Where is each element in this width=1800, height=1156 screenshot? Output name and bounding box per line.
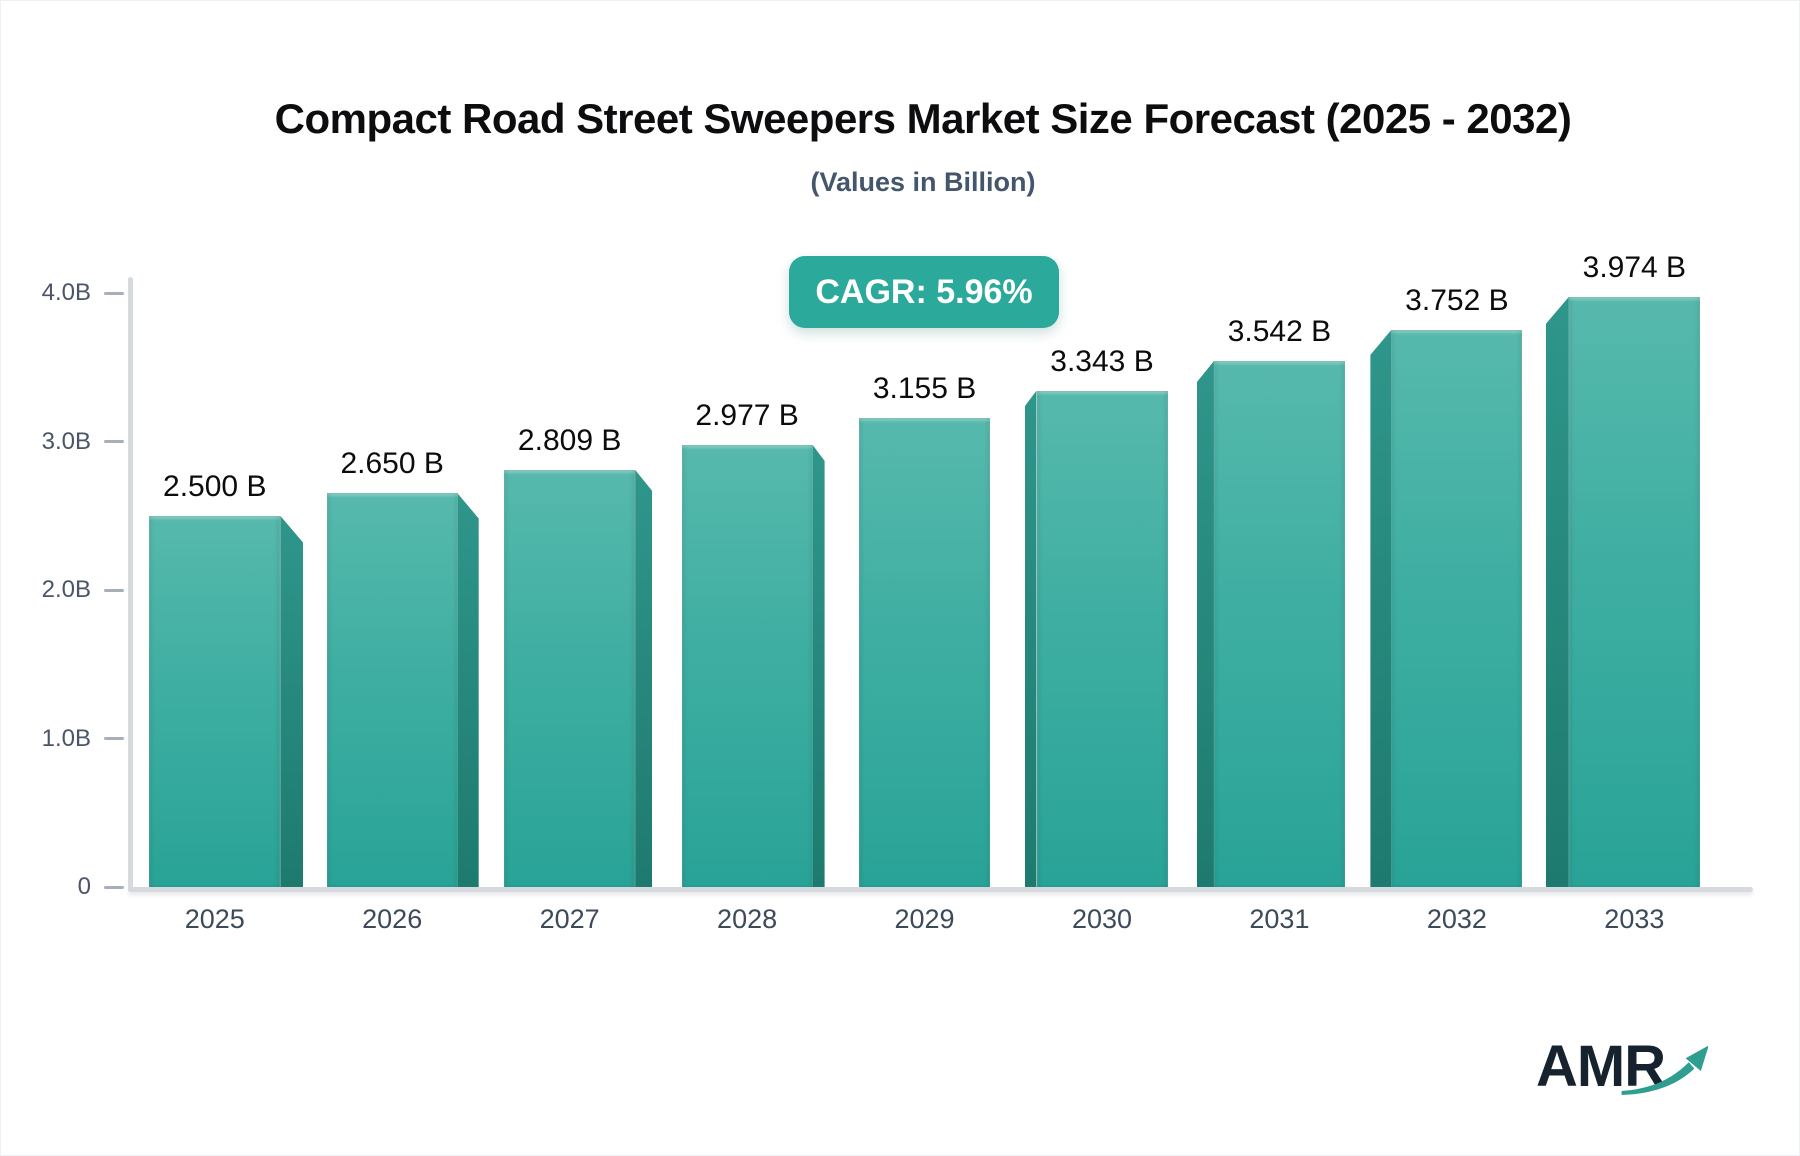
bar-side-shadow (635, 469, 653, 887)
bar-side-shadow (1196, 361, 1214, 887)
bar-value-label: 2.977 B (695, 398, 799, 432)
x-axis-label-2031: 2031 (1249, 904, 1310, 934)
bar-value-label: 3.974 B (1582, 250, 1687, 284)
bar-2027: 2.809 B (504, 424, 653, 887)
y-tick-mark (104, 737, 124, 740)
bar-value-label: 2.500 B (163, 469, 267, 503)
y-tick-mark (104, 885, 124, 889)
y-tick-mark (104, 440, 124, 443)
bar-face (149, 515, 281, 887)
x-axis-label-2025: 2025 (184, 904, 245, 934)
bar-2026: 2.650 B (326, 447, 479, 887)
page-title: Compact Road Street Sweepers Market Size… (274, 95, 1572, 142)
bar-2033: 3.974 B (1545, 251, 1700, 887)
y-axis-line (128, 277, 133, 892)
x-axis-label-2028: 2028 (717, 904, 778, 934)
bar-side-shadow (1370, 329, 1392, 887)
trend-arrow-icon (1621, 1045, 1708, 1095)
bar-face (681, 444, 813, 887)
y-tick-label: 4.0B (41, 279, 91, 306)
bar-face (1036, 390, 1168, 887)
cagr-badge: CAGR: 5.96% (789, 256, 1059, 328)
bar-2030: 3.343 B (1024, 345, 1168, 887)
bar-value-label: 2.650 B (340, 447, 444, 481)
cagr-badge-label: CAGR: 5.96% (815, 272, 1033, 311)
bar-value-label: 3.155 B (872, 372, 977, 406)
y-tick-label: 1.0B (41, 724, 91, 752)
bar-face (504, 469, 636, 887)
x-axis-baseline (128, 887, 1753, 892)
y-tick-label: 3.0B (41, 427, 91, 455)
bar-2029: 3.155 B (859, 372, 991, 887)
bar-side-shadow (457, 493, 479, 887)
bar-value-label: 3.542 B (1227, 315, 1332, 348)
bar-side-shadow (280, 515, 304, 887)
bar-2032: 3.752 B (1370, 284, 1523, 887)
x-axis-label-2026: 2026 (362, 904, 423, 934)
amr-logo: AMR (1536, 1035, 1716, 1113)
bar-face (1391, 329, 1523, 887)
y-tick-mark (104, 291, 124, 295)
bar-face (1568, 296, 1700, 887)
bar-face (326, 493, 458, 887)
x-axis-label-2027: 2027 (539, 904, 600, 934)
x-axis-label-2033: 2033 (1604, 904, 1665, 934)
bar-2031: 3.542 B (1196, 315, 1345, 887)
bar-side-shadow (812, 444, 825, 887)
bar-side-shadow (1024, 390, 1037, 887)
x-axis-label-2032: 2032 (1426, 904, 1487, 934)
bar-2025: 2.500 B (149, 470, 304, 887)
y-tick-mark (104, 588, 124, 592)
bar-face (1213, 361, 1345, 887)
y-tick-label: 0 (77, 873, 91, 900)
bar-value-label: 3.343 B (1050, 344, 1154, 378)
chart-subtitle: (Values in Billion) (810, 167, 1036, 197)
bar-value-label: 2.809 B (517, 423, 622, 457)
bar-value-label: 3.752 B (1405, 283, 1509, 317)
bar-side-shadow (1545, 296, 1569, 887)
bar-2028: 2.977 B (681, 399, 825, 887)
bar-face (859, 418, 991, 887)
x-axis-label-2030: 2030 (1071, 904, 1133, 934)
x-axis-label-2029: 2029 (894, 904, 955, 934)
y-tick-label: 2.0B (41, 576, 91, 603)
